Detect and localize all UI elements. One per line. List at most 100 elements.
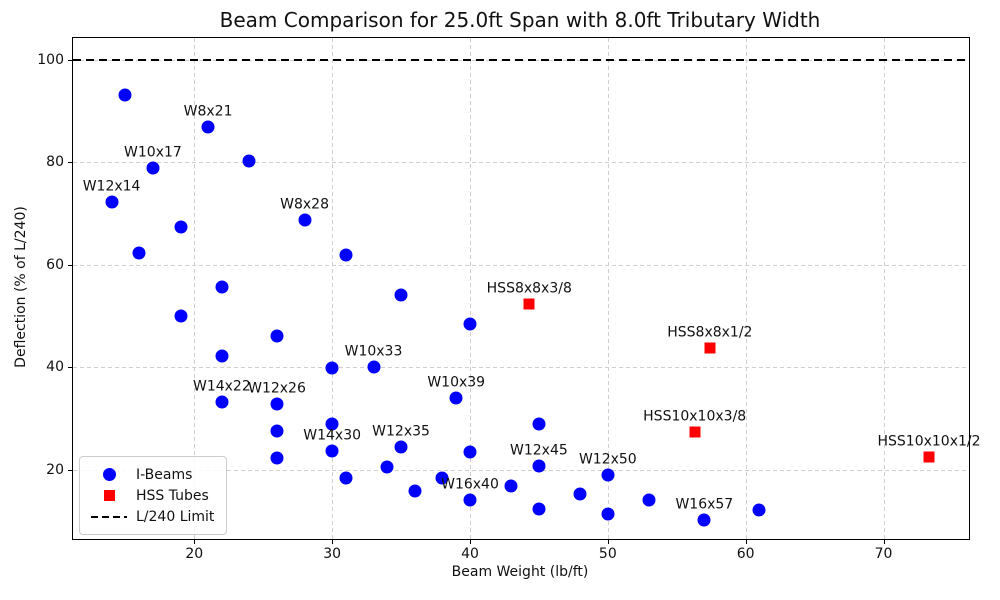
x-axis-label: Beam Weight (lb/ft) xyxy=(451,564,589,580)
plot-area: I-Beams HSS Tubes L/240 Limit 20 30 40 50 60 70… xyxy=(37,37,981,562)
legend-entry: HSS Tubes xyxy=(90,485,214,506)
data-point-i-beams xyxy=(601,468,615,482)
data-point-i-beams xyxy=(339,471,353,485)
point-annotation: W10x39 xyxy=(427,374,486,391)
data-point-i-beams xyxy=(174,220,188,233)
data-point-i-beams xyxy=(532,459,546,473)
point-annotation: W16x40 xyxy=(441,476,499,493)
data-point-i-beams xyxy=(215,395,229,409)
data-point-i-beams xyxy=(394,440,408,454)
point-annotation: HSS8x8x1/2 xyxy=(667,324,753,341)
point-annotation: W12x45 xyxy=(510,442,568,459)
data-point-i-beams xyxy=(697,513,711,527)
data-point-i-beams xyxy=(435,471,449,485)
legend-label: I-Beams xyxy=(136,466,193,483)
y-tick-label: 40 xyxy=(46,359,64,376)
legend-square-marker-icon xyxy=(90,490,128,501)
point-annotation: HSS8x8x3/8 xyxy=(486,280,572,297)
x-gridline xyxy=(469,38,471,539)
x-tick-label: 30 xyxy=(323,546,342,562)
x-tick-label: 60 xyxy=(736,546,755,562)
data-point-i-beams xyxy=(449,391,463,405)
data-point-i-beams xyxy=(201,120,215,134)
x-tick-mark xyxy=(194,539,196,544)
data-point-hss-tubes xyxy=(523,298,535,310)
data-point-i-beams xyxy=(118,88,132,102)
y-gridline xyxy=(73,469,969,471)
x-tick-mark xyxy=(883,539,885,544)
data-point-i-beams xyxy=(504,479,518,493)
legend: I-Beams HSS Tubes L/240 Limit xyxy=(79,456,228,535)
data-point-i-beams xyxy=(532,417,546,431)
point-annotation: W10x17 xyxy=(124,143,182,160)
y-tick-label: 100 xyxy=(37,52,64,69)
point-annotation: W12x50 xyxy=(578,451,637,468)
x-gridline xyxy=(745,38,747,539)
limit-line xyxy=(73,59,969,62)
data-point-i-beams xyxy=(215,349,229,363)
point-annotation: HSS10x10x3/8 xyxy=(643,408,747,425)
data-point-i-beams xyxy=(601,507,615,521)
point-annotation: W12x26 xyxy=(248,380,306,397)
y-tick-label: 80 xyxy=(46,154,64,171)
x-tick-mark xyxy=(332,539,334,544)
data-point-i-beams xyxy=(325,417,339,431)
x-tick-label: 20 xyxy=(185,546,204,562)
data-point-i-beams xyxy=(325,444,339,458)
point-annotation: W12x14 xyxy=(82,178,141,195)
y-tick-mark xyxy=(68,264,73,266)
y-tick-mark xyxy=(68,367,73,369)
chart-title: Beam Comparison for 25.0ft Span with 8.0… xyxy=(219,8,821,32)
point-annotation: W16x57 xyxy=(675,496,734,513)
data-point-i-beams xyxy=(463,493,477,507)
point-annotation: W14x30 xyxy=(303,427,362,444)
point-annotation: W8x28 xyxy=(280,196,330,213)
data-point-i-beams xyxy=(132,246,146,260)
y-tick-label: 60 xyxy=(46,256,64,273)
data-point-i-beams xyxy=(463,317,477,331)
point-annotation: W10x33 xyxy=(344,343,403,360)
data-point-i-beams xyxy=(463,445,477,459)
x-gridline xyxy=(883,38,885,539)
y-tick-mark xyxy=(68,469,73,471)
data-point-i-beams xyxy=(298,213,312,227)
x-tick-label: 50 xyxy=(598,546,617,562)
data-point-hss-tubes xyxy=(704,342,716,354)
data-point-i-beams xyxy=(532,502,546,516)
x-gridline xyxy=(607,38,609,539)
y-tick-mark xyxy=(68,60,73,62)
data-point-i-beams xyxy=(752,503,766,517)
x-tick-label: 70 xyxy=(874,546,893,562)
data-point-i-beams xyxy=(408,484,422,498)
x-tick-label: 40 xyxy=(461,546,479,562)
legend-label: HSS Tubes xyxy=(136,487,209,504)
legend-entry: I-Beams xyxy=(90,464,214,485)
legend-label: L/240 Limit xyxy=(136,508,215,525)
y-gridline xyxy=(73,367,969,369)
data-point-i-beams xyxy=(394,288,408,302)
data-point-i-beams xyxy=(270,329,284,343)
data-point-i-beams xyxy=(573,487,587,501)
legend-circle-marker-icon xyxy=(90,468,128,481)
data-point-i-beams xyxy=(105,195,119,209)
y-axis-label: Deflection (% of L/240) xyxy=(13,206,29,368)
y-gridline xyxy=(73,162,969,164)
data-point-i-beams xyxy=(380,460,394,474)
point-annotation: HSS10x10x1/2 xyxy=(877,432,981,449)
data-point-i-beams xyxy=(174,309,188,323)
y-tick-mark xyxy=(68,162,73,164)
y-gridline xyxy=(73,264,969,266)
legend-dash-marker-icon xyxy=(90,515,128,518)
x-tick-mark xyxy=(745,539,747,544)
data-point-hss-tubes xyxy=(689,426,701,438)
y-tick-label: 20 xyxy=(46,461,64,478)
point-annotation: W8x21 xyxy=(183,103,233,120)
data-point-i-beams xyxy=(325,361,339,375)
data-point-i-beams xyxy=(339,248,353,262)
data-point-i-beams xyxy=(367,360,380,374)
x-tick-mark xyxy=(607,539,609,544)
x-gridline xyxy=(194,38,196,539)
data-point-i-beams xyxy=(270,424,284,438)
data-point-i-beams xyxy=(146,161,160,175)
